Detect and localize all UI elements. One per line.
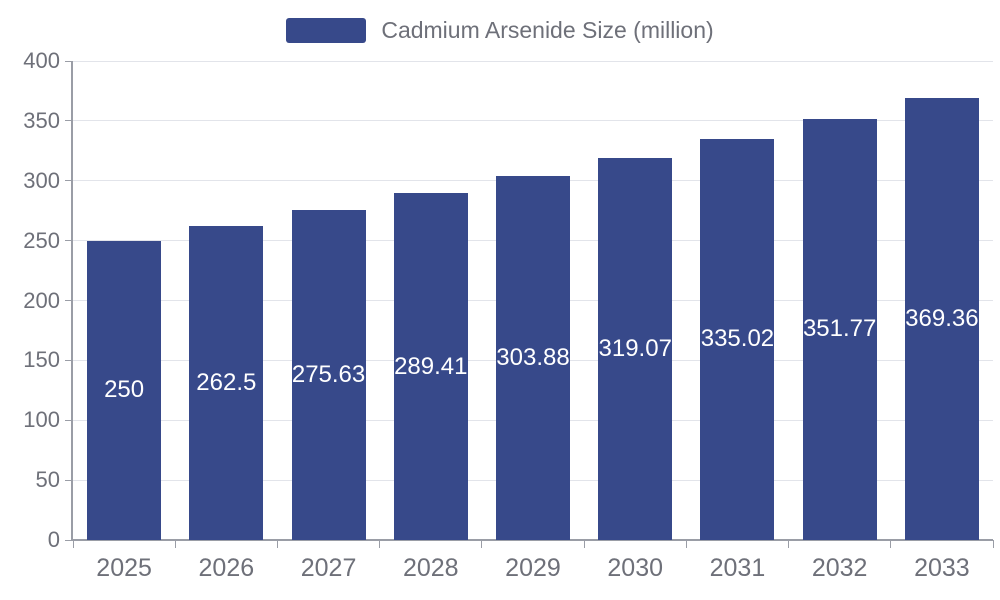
x-tick-label: 2029: [505, 554, 561, 582]
y-axis-tick: [65, 120, 73, 122]
bar-value-label: 289.41: [394, 352, 468, 380]
bar[interactable]: 250: [87, 240, 162, 540]
x-axis-tick: [481, 540, 483, 548]
bar[interactable]: 275.63: [291, 209, 366, 540]
y-tick-label: 350: [23, 107, 60, 133]
gridline: [73, 120, 993, 122]
y-axis-line: [71, 61, 73, 540]
y-tick-label: 0: [47, 527, 60, 552]
x-tick-label: 2033: [914, 554, 970, 582]
bar[interactable]: 262.5: [189, 225, 264, 540]
bar[interactable]: 303.88: [496, 176, 570, 540]
x-axis-tick: [276, 540, 278, 548]
y-tick-label: 400: [23, 48, 60, 73]
x-tick-label: 2025: [96, 554, 152, 582]
bar-value-label: 250: [104, 376, 145, 404]
y-tick-label: 250: [23, 227, 60, 253]
y-axis-tick: [65, 60, 73, 62]
y-tick-label: 300: [23, 167, 60, 193]
x-axis-tick: [890, 540, 892, 548]
y-axis-tick: [65, 180, 73, 182]
bar-value-label: 369.36: [905, 304, 979, 332]
x-tick-label: 2031: [709, 554, 766, 582]
bar[interactable]: 335.02: [700, 138, 775, 540]
x-axis-tick: [992, 540, 994, 548]
y-axis-tick: [65, 539, 73, 541]
x-axis-tick: [788, 540, 790, 548]
legend-label: Cadmium Arsenide Size (million): [381, 17, 714, 43]
x-tick-label: 2026: [198, 554, 255, 582]
bar[interactable]: 351.77: [802, 118, 877, 540]
bar-value-label: 319.07: [598, 334, 672, 362]
bar-value-label: 262.5: [196, 368, 257, 396]
bar-value-label: 303.88: [496, 344, 570, 372]
y-axis-tick: [65, 419, 73, 421]
x-axis-line: [71, 539, 993, 541]
bar[interactable]: 319.07: [598, 157, 673, 540]
gridline: [73, 60, 993, 62]
y-tick-label: 200: [23, 287, 60, 313]
y-axis-tick: [65, 300, 73, 301]
x-tick-label: 2027: [300, 554, 357, 582]
x-tick-label: 2032: [811, 554, 868, 582]
y-tick-label: 100: [23, 407, 60, 433]
y-axis-tick: [65, 479, 73, 481]
x-tick-label: 2028: [402, 554, 459, 582]
x-axis-tick: [72, 540, 74, 548]
y-tick-label: 50: [35, 467, 60, 493]
y-tick-label: 150: [23, 347, 60, 373]
x-axis-tick: [685, 540, 687, 548]
x-axis-tick: [174, 540, 176, 548]
bar-value-label: 351.77: [802, 315, 877, 343]
x-axis-tick: [379, 540, 381, 548]
x-axis-tick: [583, 540, 585, 548]
bar-value-label: 335.02: [700, 325, 775, 353]
legend-swatch-icon: [286, 18, 367, 43]
x-tick-label: 2030: [607, 554, 664, 582]
bar[interactable]: 369.36: [904, 97, 979, 540]
y-axis-tick: [65, 240, 73, 242]
legend[interactable]: Cadmium Arsenide Size (million): [0, 17, 1000, 44]
y-axis-tick: [65, 359, 73, 361]
bar[interactable]: 289.41: [393, 193, 468, 540]
bar-value-label: 275.63: [291, 360, 366, 388]
